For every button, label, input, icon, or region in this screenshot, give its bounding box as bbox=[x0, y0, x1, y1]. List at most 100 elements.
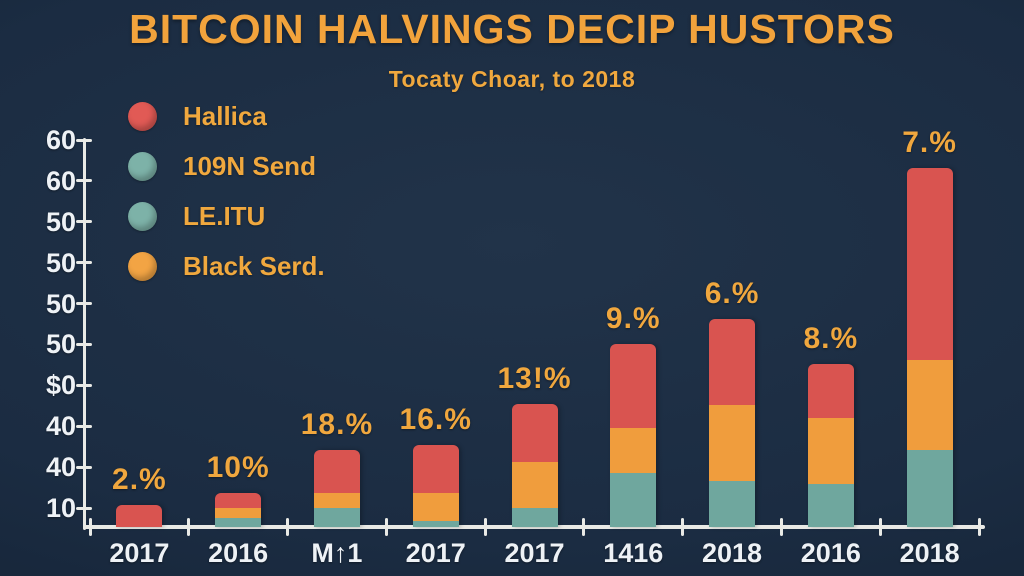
bar-value-label: 7.% bbox=[902, 125, 957, 159]
bar-value-label: 10% bbox=[206, 451, 270, 485]
x-axis-tick bbox=[977, 518, 981, 536]
chart-title: BITCOIN HALVINGS DECIP HUSTORS bbox=[129, 6, 895, 52]
legend-item: 109N Send bbox=[128, 151, 325, 181]
y-axis-tick bbox=[76, 179, 92, 183]
x-tick-label: 2017 bbox=[109, 538, 170, 568]
bar-segment-teal bbox=[313, 507, 360, 527]
bar-segment-red bbox=[511, 403, 558, 463]
y-axis-tick bbox=[76, 342, 92, 346]
y-tick-label: 40 bbox=[45, 452, 76, 483]
x-axis-tick bbox=[384, 518, 388, 536]
legend-swatch-icon bbox=[128, 252, 157, 281]
y-tick-label: 50 bbox=[45, 247, 76, 278]
stacked-bar bbox=[412, 445, 459, 527]
bar-segment-teal bbox=[610, 472, 657, 527]
x-tick-label: 2018 bbox=[899, 538, 960, 568]
y-tick-label: 60 bbox=[45, 125, 76, 155]
stacked-bar bbox=[807, 364, 854, 527]
stacked-bar bbox=[709, 319, 756, 527]
x-axis-line bbox=[84, 525, 985, 529]
bar-segment-orange bbox=[215, 507, 262, 518]
stacked-bar bbox=[313, 449, 360, 527]
y-tick-label: 50 bbox=[45, 206, 76, 237]
x-axis-tick bbox=[187, 518, 191, 536]
bar-segment-red bbox=[610, 343, 657, 429]
stacked-bar bbox=[116, 505, 163, 527]
legend-item: LE.ITU bbox=[128, 201, 325, 231]
x-axis-tick bbox=[878, 518, 882, 536]
bar-segment-red bbox=[807, 364, 854, 418]
x-axis-tick bbox=[88, 518, 92, 536]
legend-swatch-icon bbox=[128, 202, 157, 231]
x-axis-tick bbox=[779, 518, 783, 536]
x-tick-label: 2017 bbox=[405, 538, 466, 568]
bar-segment-orange bbox=[807, 417, 854, 484]
y-axis-tick bbox=[76, 465, 92, 469]
y-tick-label: 10 bbox=[45, 493, 76, 523]
bar-segment-red bbox=[116, 505, 163, 527]
stacked-bar bbox=[610, 343, 657, 527]
y-axis-tick bbox=[76, 302, 92, 306]
bar-segment-red bbox=[313, 449, 360, 493]
chart-subtitle: Tocaty Choar, to 2018 bbox=[388, 66, 636, 92]
bar-segment-teal bbox=[807, 483, 854, 527]
x-axis-tick bbox=[483, 518, 487, 536]
bar-value-label: 13!% bbox=[497, 361, 572, 395]
bar-segment-teal bbox=[511, 507, 558, 527]
stacked-bar bbox=[215, 493, 262, 527]
bar-segment-orange bbox=[313, 492, 360, 508]
x-axis-tick bbox=[582, 518, 586, 536]
bar-value-label: 18.% bbox=[300, 407, 374, 441]
x-axis-tick bbox=[681, 518, 685, 536]
legend-label: Black Serd. bbox=[183, 251, 325, 281]
bar-segment-orange bbox=[511, 462, 558, 508]
legend-label: LE.ITU bbox=[183, 201, 266, 231]
bar-value-label: 6.% bbox=[704, 277, 760, 311]
bar-segment-red bbox=[709, 319, 756, 406]
bar-segment-teal bbox=[412, 520, 459, 527]
legend-swatch-icon bbox=[128, 102, 157, 131]
bar-value-label: 2.% bbox=[112, 463, 167, 497]
y-tick-label: 50 bbox=[45, 288, 76, 319]
bar-segment-red bbox=[906, 167, 953, 360]
x-tick-label: M↑1 bbox=[311, 538, 363, 568]
y-tick-label: $0 bbox=[45, 370, 76, 401]
y-axis-tick bbox=[76, 261, 92, 265]
y-tick-label: 40 bbox=[45, 411, 76, 442]
x-tick-label: 2017 bbox=[504, 538, 565, 568]
y-tick-label: 50 bbox=[45, 329, 76, 360]
legend-item: Hallica bbox=[128, 101, 325, 131]
x-tick-label: 2016 bbox=[800, 538, 861, 568]
y-axis-tick bbox=[76, 383, 92, 387]
y-axis-tick bbox=[76, 424, 92, 428]
legend-label: Hallica bbox=[183, 101, 267, 131]
bar-segment-orange bbox=[610, 428, 657, 473]
y-tick-label: 60 bbox=[45, 165, 76, 196]
x-tick-label: 2018 bbox=[702, 538, 763, 568]
legend-label: 109N Send bbox=[183, 151, 316, 181]
x-tick-label: 2016 bbox=[208, 538, 269, 568]
legend: Hallica 109N Send LE.ITU Black Serd. bbox=[128, 101, 325, 281]
bar-segment-orange bbox=[709, 405, 756, 481]
bar-segment-red bbox=[215, 493, 262, 508]
bar-segment-teal bbox=[906, 449, 953, 527]
legend-swatch-icon bbox=[128, 152, 157, 181]
stacked-bar bbox=[906, 167, 953, 527]
y-axis-tick bbox=[76, 138, 92, 142]
y-axis-line bbox=[82, 138, 86, 530]
bar-value-label: 9.% bbox=[605, 301, 661, 335]
x-axis-tick bbox=[286, 518, 290, 536]
bar-segment-red bbox=[412, 445, 459, 494]
legend-item: Black Serd. bbox=[128, 251, 325, 281]
y-axis-tick bbox=[76, 220, 92, 224]
bar-segment-orange bbox=[412, 493, 459, 521]
bar-segment-teal bbox=[215, 517, 262, 527]
bar-segment-teal bbox=[709, 480, 756, 527]
bar-value-label: 8.% bbox=[803, 322, 859, 356]
x-tick-label: 1416 bbox=[603, 538, 664, 568]
stacked-bar bbox=[511, 403, 558, 527]
bar-value-label: 16.% bbox=[399, 403, 472, 437]
y-axis-tick bbox=[76, 506, 92, 510]
